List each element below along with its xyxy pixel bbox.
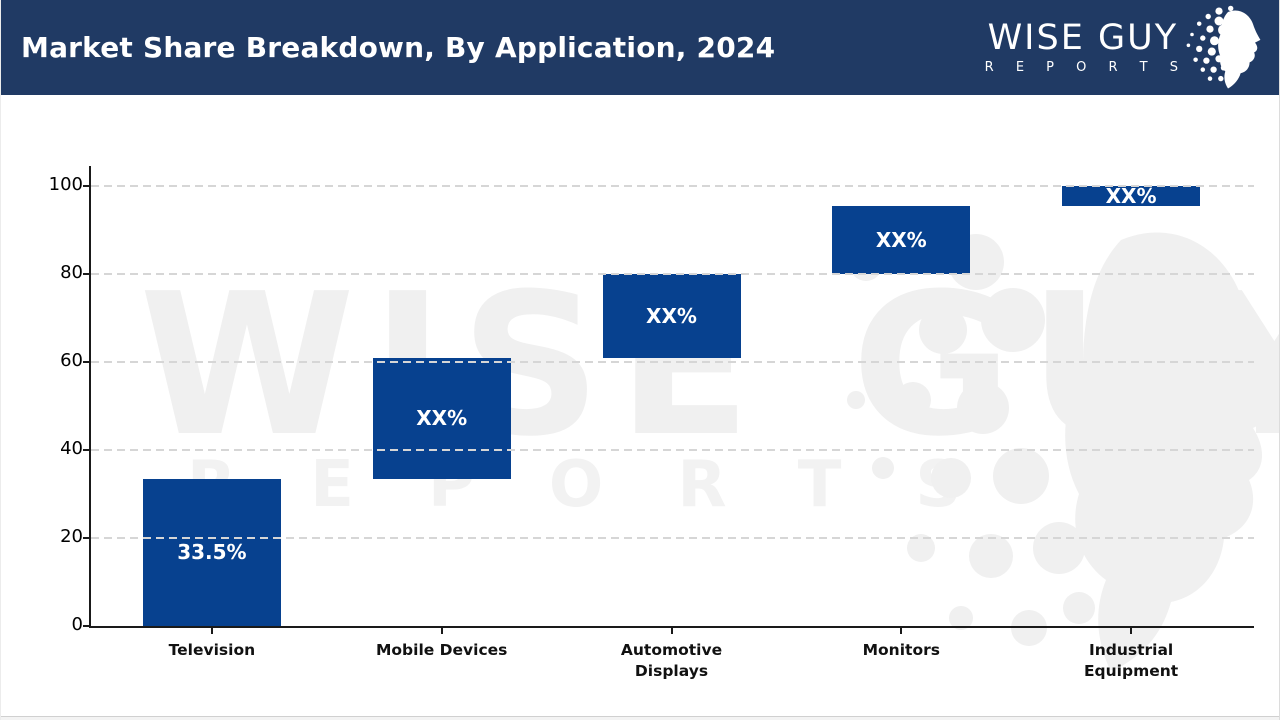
y-axis-tick-label: 100 [48, 174, 83, 195]
gridline-60 [91, 361, 1254, 363]
y-axis-tick-mark [83, 537, 91, 539]
gridline-80 [91, 273, 1254, 275]
bar-automotive-displays: XX% [602, 274, 741, 358]
logo-face-icon [1186, 5, 1261, 89]
bottom-strip [1, 716, 1279, 720]
x-axis-category-mobile-devices: Mobile Devices [375, 641, 508, 659]
header: Market Share Breakdown, By Application, … [1, 0, 1279, 95]
x-axis-tick-mark [1130, 627, 1133, 634]
bar-value-label: XX% [875, 227, 927, 252]
bar-television: 33.5% [142, 478, 281, 626]
watermark-subtext: REPORTS [187, 448, 1036, 522]
bar-value-label: XX% [646, 303, 697, 328]
bar-value-label: XX% [1105, 183, 1157, 208]
x-axis-tick-mark [440, 627, 443, 634]
x-axis-category-television: Television [168, 641, 256, 659]
y-axis-tick-mark [83, 361, 91, 363]
x-axis-line [89, 626, 1254, 628]
y-axis-tick-label: 40 [60, 438, 83, 459]
bar-value-label: XX% [416, 406, 468, 431]
x-axis-tick-mark [900, 627, 903, 634]
gridline-40 [91, 449, 1254, 451]
y-axis-tick-label: 60 [60, 350, 83, 371]
page-title: Market Share Breakdown, By Application, … [21, 31, 776, 64]
wise-guy-logo: WISE GUY R E P O R T S [979, 3, 1267, 93]
y-axis-tick-label: 0 [71, 614, 83, 635]
x-axis-category-monitors: Monitors [862, 641, 940, 659]
bar-monitors: XX% [832, 205, 971, 274]
y-axis-tick-mark [83, 449, 91, 451]
y-axis-line [89, 166, 91, 628]
bar-industrial-equipment: XX% [1062, 183, 1201, 208]
x-axis-tick-mark [670, 627, 673, 634]
logo-text: WISE GUY R E P O R T S [979, 17, 1187, 75]
y-axis-tick-mark [83, 273, 91, 275]
y-axis-tick-mark [83, 625, 91, 627]
bar-mobile-devices: XX% [372, 357, 511, 479]
gridline-20 [91, 537, 1254, 539]
gridline-100 [91, 185, 1254, 187]
x-axis-category-automotive-displays: Automotive Displays [620, 641, 723, 680]
logo-wordmark: WISE GUY [987, 17, 1179, 58]
x-axis-tick-mark [210, 627, 213, 634]
y-axis-tick-label: 20 [60, 526, 83, 547]
y-axis-tick-mark [83, 185, 91, 187]
logo-subtitle: R E P O R T S [984, 59, 1187, 75]
bar-value-label: 33.5% [177, 540, 247, 565]
x-axis-category-industrial-equipment: Industrial Equipment [1083, 641, 1179, 680]
y-axis-tick-label: 80 [60, 262, 83, 283]
